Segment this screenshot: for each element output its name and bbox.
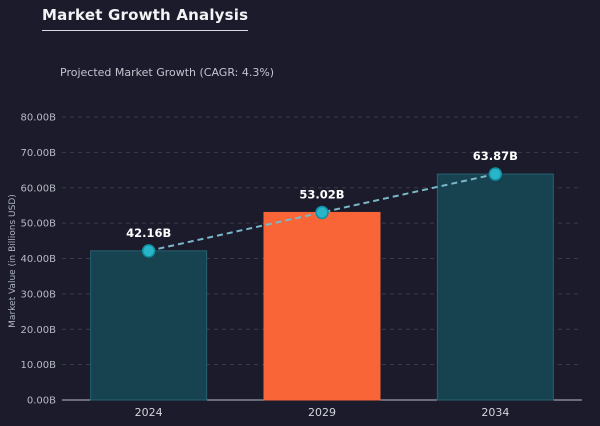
y-tick-label: 0.00B [27, 396, 56, 407]
y-tick-label: 70.00B [21, 148, 57, 159]
y-tick-label: 40.00B [21, 254, 57, 265]
y-tick-label: 10.00B [21, 360, 57, 371]
x-tick-label: 2029 [308, 406, 336, 419]
trend-line [148, 173, 496, 252]
chart-subtitle: Projected Market Growth (CAGR: 4.3%) [60, 66, 275, 79]
value-label-2034: 63.87B [473, 149, 518, 163]
page-title: Market Growth Analysis [42, 6, 249, 31]
bar-2034[interactable] [436, 173, 554, 401]
bar-2029[interactable] [263, 211, 381, 401]
x-tick-label: 2034 [481, 406, 509, 419]
y-tick-label: 80.00B [21, 113, 57, 124]
data-point-marker-2034[interactable] [488, 167, 503, 181]
data-point-marker-2024[interactable] [141, 244, 156, 258]
y-tick-label: 30.00B [21, 289, 57, 300]
y-tick-label: 60.00B [21, 183, 57, 194]
y-tick-label: 20.00B [21, 325, 57, 336]
value-label-2029: 53.02B [299, 187, 344, 201]
value-label-2024: 42.16B [126, 226, 171, 240]
data-point-marker-2029[interactable] [315, 205, 329, 220]
x-tick-label: 2024 [135, 406, 163, 419]
bar-2024[interactable] [90, 250, 208, 401]
y-tick-label: 50.00B [21, 219, 57, 230]
